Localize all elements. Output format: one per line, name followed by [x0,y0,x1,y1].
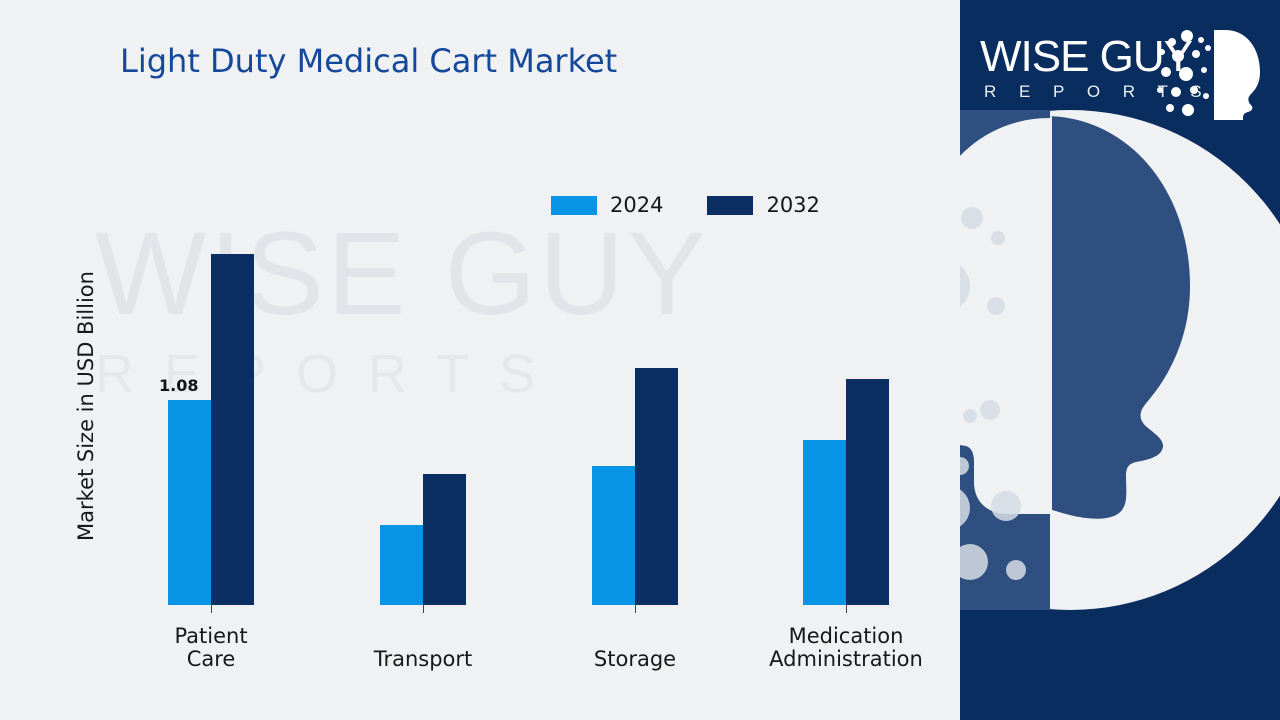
bar-2024-medication-administration[interactable] [803,440,846,605]
bar-2024-storage[interactable] [592,466,635,605]
legend-swatch-2032 [707,195,754,215]
x-axis-label-storage: Storage [593,647,677,672]
dot-cluster-decoration [960,207,1026,580]
bar-value-label: 1.08 [159,376,199,395]
x-axis-tick [423,604,424,613]
x-axis-tick [635,604,636,613]
logo-head-icon [1157,30,1260,120]
x-axis-label-patient-care: Patient Care [174,623,248,672]
brand-panel: WISE GUY R E P O R T S [960,0,1280,720]
bar-2024-patient-care[interactable] [168,400,211,605]
brand-logo: WISE GUY R E P O R T S [974,28,1264,120]
plot-area: 1.08 Patient Care Transport Storage Medicatio… [159,254,923,672]
bar-2032-transport[interactable] [423,474,466,605]
legend-item-2032[interactable]: 2032 [707,193,820,217]
logo-wordmark: WISE GUY [980,32,1193,81]
x-axis-label-medication-administration: Medication Administration [769,623,923,672]
chart-title: Light Duty Medical Cart Market [120,42,618,80]
legend-item-2024[interactable]: 2024 [551,193,663,217]
bar-2032-storage[interactable] [635,368,678,605]
legend-label-2024: 2024 [610,193,664,217]
legend-label-2032: 2032 [766,193,820,217]
x-axis-tick [846,604,847,613]
x-axis-label-transport: Transport [373,647,473,672]
logo-subtext: R E P O R T S [984,82,1211,101]
bar-2032-medication-administration[interactable] [846,379,889,605]
chart-legend: 2024 2032 [551,193,820,217]
bar-2024-transport[interactable] [380,525,423,605]
bar-2032-patient-care[interactable] [211,254,254,605]
legend-swatch-2024 [551,195,597,215]
x-axis-tick [211,604,212,613]
